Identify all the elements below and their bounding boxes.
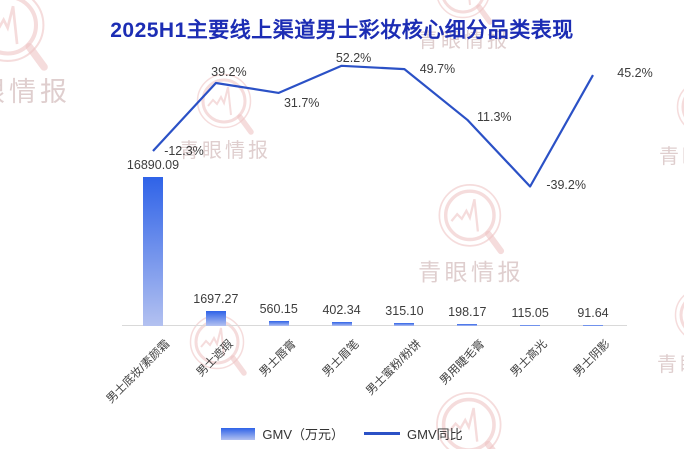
- yoy-value-label: 52.2%: [335, 50, 372, 65]
- bar: [268, 321, 289, 326]
- legend-label-yoy: GMV同比: [407, 427, 463, 442]
- yoy-value-label: 31.7%: [283, 95, 320, 110]
- legend-item-gmv: GMV（万元）: [221, 424, 344, 443]
- legend-label-gmv: GMV（万元）: [262, 427, 344, 442]
- bar-value-label: 16890.09: [126, 158, 180, 172]
- legend: GMV（万元） GMV同比: [0, 424, 684, 443]
- bar: [394, 323, 415, 326]
- bar: [331, 322, 352, 326]
- bar: [520, 324, 541, 326]
- bar-value-label: 1697.27: [193, 292, 239, 307]
- yoy-polyline: [152, 64, 594, 188]
- yoy-value-label: -12.3%: [164, 143, 204, 158]
- legend-bar-swatch-icon: [221, 427, 256, 440]
- x-axis-line: [122, 325, 627, 326]
- yoy-value-label: 11.3%: [477, 109, 512, 124]
- yoy-value-label: -39.2%: [546, 178, 586, 193]
- bar-value-label: 402.34: [322, 303, 361, 318]
- legend-line-swatch-icon: [364, 432, 400, 435]
- legend-item-yoy: GMV同比: [364, 424, 463, 443]
- bar-value-label: 198.17: [448, 305, 487, 320]
- bar: [143, 177, 163, 326]
- yoy-value-label: 49.7%: [419, 62, 456, 77]
- chart-title: 2025H1主要线上渠道男士彩妆核心细分品类表现: [110, 19, 574, 42]
- bar-value-label: 315.10: [385, 304, 424, 319]
- bar-value-label: 115.05: [511, 305, 549, 320]
- bar: [582, 325, 603, 326]
- bar-value-label: 91.64: [577, 306, 609, 320]
- bar-value-label: 560.15: [259, 302, 298, 317]
- bar: [457, 324, 478, 326]
- yoy-value-label: 45.2%: [617, 66, 653, 81]
